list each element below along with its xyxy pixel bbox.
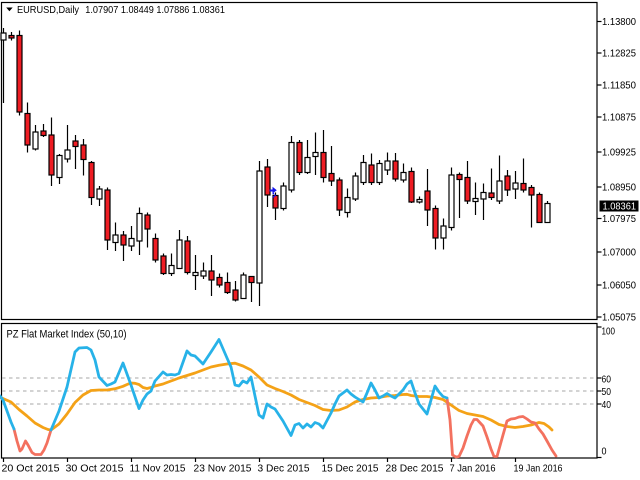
svg-text:23 Nov 2015: 23 Nov 2015 [194, 463, 252, 475]
svg-text:1.08361: 1.08361 [603, 202, 637, 213]
svg-text:50: 50 [602, 387, 612, 398]
svg-text:100: 100 [602, 327, 616, 338]
svg-text:1.07907 1.08449 1.07886 1.0836: 1.07907 1.08449 1.07886 1.08361 [85, 5, 225, 16]
svg-text:1.05075: 1.05075 [602, 313, 636, 324]
svg-text:1.12825: 1.12825 [602, 49, 636, 60]
svg-text:1.11850: 1.11850 [602, 81, 636, 92]
svg-text:EURUSD,Daily: EURUSD,Daily [17, 5, 80, 16]
svg-text:3 Dec 2015: 3 Dec 2015 [258, 463, 310, 475]
svg-text:PZ Flat Market Index (50,10): PZ Flat Market Index (50,10) [7, 329, 127, 341]
svg-text:1.07000: 1.07000 [602, 248, 636, 259]
svg-text:60: 60 [602, 375, 612, 386]
svg-text:30 Oct 2015: 30 Oct 2015 [66, 463, 124, 475]
svg-text:11 Nov 2015: 11 Nov 2015 [130, 463, 186, 475]
svg-text:1.07975: 1.07975 [602, 214, 636, 225]
svg-text:1.06050: 1.06050 [602, 281, 636, 292]
svg-text:1.09925: 1.09925 [602, 148, 636, 159]
svg-text:1.10875: 1.10875 [602, 113, 636, 124]
svg-text:40: 40 [602, 400, 612, 411]
svg-text:19 Jan 2016: 19 Jan 2016 [514, 463, 563, 475]
svg-text:20 Oct 2015: 20 Oct 2015 [2, 463, 60, 475]
svg-text:7 Jan 2016: 7 Jan 2016 [450, 463, 496, 475]
svg-text:1.08950: 1.08950 [602, 183, 636, 194]
svg-text:0: 0 [602, 447, 607, 458]
svg-text:28 Dec 2015: 28 Dec 2015 [386, 463, 444, 475]
svg-text:15 Dec 2015: 15 Dec 2015 [322, 463, 379, 475]
svg-text:1.13800: 1.13800 [602, 17, 636, 28]
